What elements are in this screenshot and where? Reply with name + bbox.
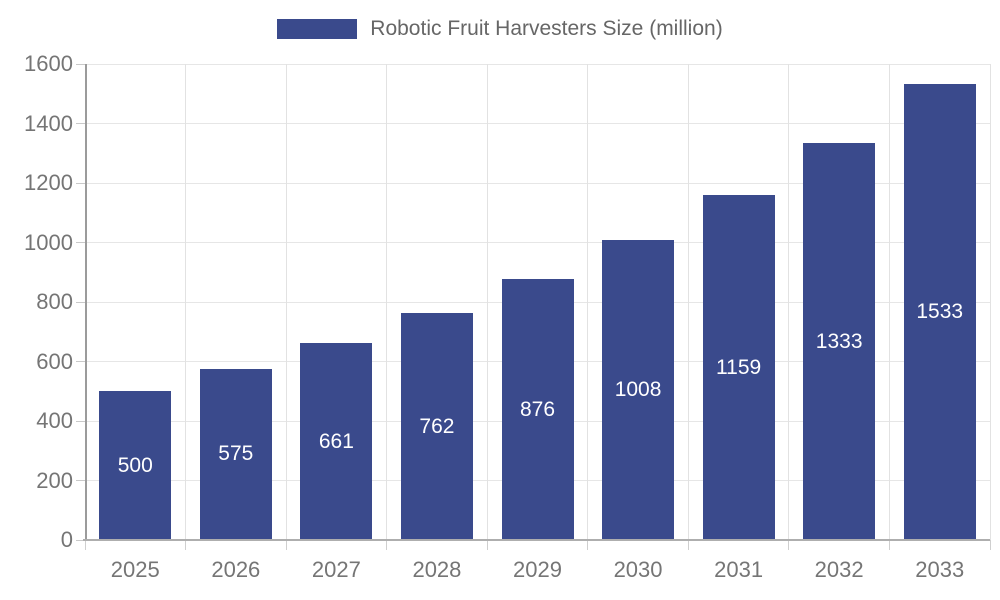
bar-value-label: 1159 [716, 355, 762, 379]
legend-swatch [277, 19, 358, 39]
x-axis-tick [989, 540, 991, 550]
x-axis-tick [386, 540, 388, 550]
y-axis-label: 1200 [24, 170, 73, 195]
bar-value-label: 575 [218, 442, 254, 466]
legend-label: Robotic Fruit Harvesters Size (million) [370, 17, 723, 40]
bar-2025[interactable]: 500 [99, 391, 172, 540]
bar-value-label: 1533 [916, 299, 964, 323]
bar-value-label: 762 [419, 414, 455, 438]
bar-2027[interactable]: 661 [300, 343, 373, 540]
bar-value-label: 876 [519, 397, 556, 421]
y-axis-tick [76, 420, 85, 422]
bar-2026[interactable]: 575 [199, 368, 272, 540]
x-axis-tick [687, 540, 689, 550]
y-axis-label: 200 [36, 467, 73, 493]
h-gridline [85, 63, 990, 65]
bar-value-label: 500 [117, 453, 153, 477]
y-axis-label: 800 [36, 289, 73, 314]
y-axis-label: 400 [36, 408, 73, 433]
v-gridline [185, 64, 187, 540]
y-axis-tick [76, 301, 85, 303]
legend[interactable]: Robotic Fruit Harvesters Size (million) [0, 17, 1000, 41]
x-axis-tick [587, 540, 589, 550]
bar-value-label: 661 [318, 429, 354, 453]
v-gridline [386, 64, 388, 540]
bar-2028[interactable]: 762 [400, 313, 473, 540]
x-axis-label-2028: 2028 [412, 557, 462, 582]
plot-area: 500 575 661 762 876 1008 1159 1333 1533 [76, 63, 991, 550]
y-axis-tick [76, 123, 85, 124]
y-axis-tick [76, 63, 85, 65]
x-axis-label-2032: 2032 [814, 557, 864, 582]
x-axis-label-2030: 2030 [613, 557, 663, 582]
y-axis-label: 600 [36, 348, 73, 374]
v-gridline [888, 64, 890, 540]
y-axis-tick [76, 242, 85, 243]
h-gridline [85, 182, 990, 184]
y-axis-label: 1000 [24, 229, 73, 255]
v-gridline [687, 64, 689, 540]
v-gridline [285, 64, 287, 540]
x-axis-tick [888, 540, 890, 550]
x-axis-line [83, 539, 990, 541]
bar-2029[interactable]: 876 [501, 279, 574, 540]
v-gridline [989, 64, 991, 540]
x-axis-label-2031: 2031 [714, 557, 764, 582]
x-axis-label-2027: 2027 [311, 557, 361, 582]
x-axis-label-2033: 2033 [915, 557, 965, 582]
v-gridline [587, 64, 589, 540]
y-axis-label: 0 [60, 527, 73, 552]
x-axis-tick [84, 540, 86, 550]
bar-2033[interactable]: 1533 [903, 83, 976, 540]
bar-2031[interactable]: 1159 [702, 195, 775, 540]
x-axis-tick [185, 540, 187, 550]
bar-2030[interactable]: 1008 [602, 240, 675, 540]
h-gridline [85, 123, 990, 124]
x-axis-label-2025: 2025 [110, 557, 160, 582]
v-gridline [486, 64, 488, 540]
y-axis-label: 1600 [24, 51, 73, 76]
x-axis-tick [285, 540, 287, 550]
x-axis-tick [788, 540, 790, 550]
h-gridline [85, 242, 990, 243]
bar-value-label: 1008 [614, 378, 662, 402]
bar-value-label: 1333 [815, 329, 863, 353]
x-axis-label-2029: 2029 [513, 557, 562, 582]
v-gridline [788, 64, 790, 540]
y-axis-tick [76, 182, 85, 184]
y-axis-line [85, 64, 87, 540]
y-axis-tick [76, 539, 85, 541]
bar-2032[interactable]: 1333 [803, 143, 876, 540]
x-axis-label-2026: 2026 [211, 557, 261, 582]
y-axis-label: 1400 [24, 110, 73, 136]
y-axis-tick [76, 361, 85, 362]
x-axis-tick [486, 540, 488, 550]
y-axis-tick [76, 480, 85, 481]
